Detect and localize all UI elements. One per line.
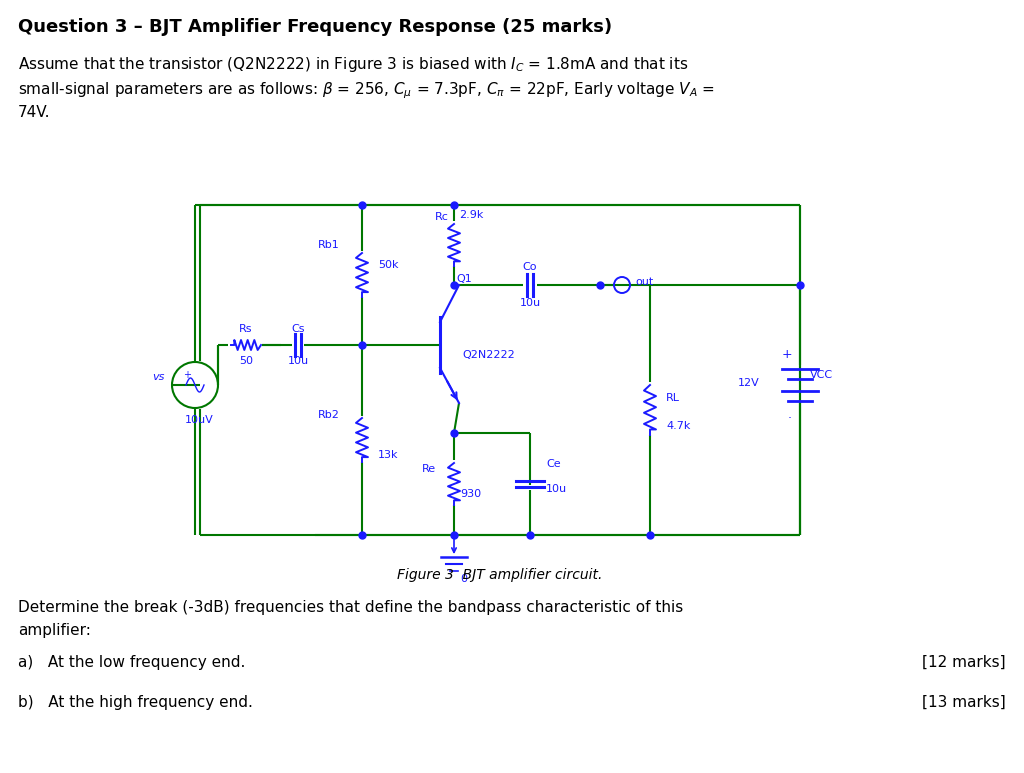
Text: 930: 930	[460, 489, 481, 499]
Text: b)   At the high frequency end.: b) At the high frequency end.	[18, 695, 253, 710]
Text: Cs: Cs	[291, 324, 305, 334]
Text: Q2N2222: Q2N2222	[462, 350, 515, 360]
Text: Figure 3  BJT amplifier circuit.: Figure 3 BJT amplifier circuit.	[397, 568, 603, 582]
Text: 10u: 10u	[519, 298, 541, 308]
Text: 12V: 12V	[738, 378, 760, 388]
Text: Rc: Rc	[435, 212, 449, 222]
Text: 10u: 10u	[546, 484, 567, 494]
Text: 10uV: 10uV	[184, 415, 213, 425]
Text: [13 marks]: [13 marks]	[923, 695, 1006, 710]
Text: Determine the break (-3dB) frequencies that define the bandpass characteristic o: Determine the break (-3dB) frequencies t…	[18, 600, 683, 615]
Text: Assume that the transistor (Q2N2222) in Figure 3 is biased with $I_C$ = 1.8mA an: Assume that the transistor (Q2N2222) in …	[18, 55, 688, 74]
Text: .: .	[788, 408, 792, 421]
Text: VCC: VCC	[810, 370, 834, 380]
Text: 10u: 10u	[288, 356, 308, 366]
Text: +: +	[781, 349, 792, 362]
Text: a)   At the low frequency end.: a) At the low frequency end.	[18, 655, 246, 670]
Text: [12 marks]: [12 marks]	[923, 655, 1006, 670]
Text: 13k: 13k	[378, 450, 398, 460]
Text: Question 3 – BJT Amplifier Frequency Response (25 marks): Question 3 – BJT Amplifier Frequency Res…	[18, 18, 612, 36]
Text: vs: vs	[153, 372, 165, 382]
Text: out: out	[635, 277, 653, 287]
Text: 50: 50	[239, 356, 253, 366]
Text: Re: Re	[422, 464, 436, 474]
Text: Rb1: Rb1	[318, 240, 340, 250]
Text: RL: RL	[666, 393, 680, 403]
Text: amplifier:: amplifier:	[18, 623, 91, 638]
Text: Q1: Q1	[456, 274, 472, 284]
Text: 2.9k: 2.9k	[459, 210, 483, 220]
Text: Ce: Ce	[546, 459, 560, 469]
Text: 74V.: 74V.	[18, 105, 50, 120]
Text: Co: Co	[522, 262, 538, 272]
Text: Rb2: Rb2	[318, 410, 340, 420]
Text: +: +	[183, 370, 191, 380]
Text: 50k: 50k	[378, 260, 398, 270]
Text: Rs: Rs	[240, 324, 253, 334]
Text: 0: 0	[460, 574, 467, 584]
Text: 4.7k: 4.7k	[666, 421, 690, 431]
Text: small-signal parameters are as follows: $\beta$ = 256, $C_{\mu}$ = 7.3pF, $C_{\p: small-signal parameters are as follows: …	[18, 80, 715, 100]
